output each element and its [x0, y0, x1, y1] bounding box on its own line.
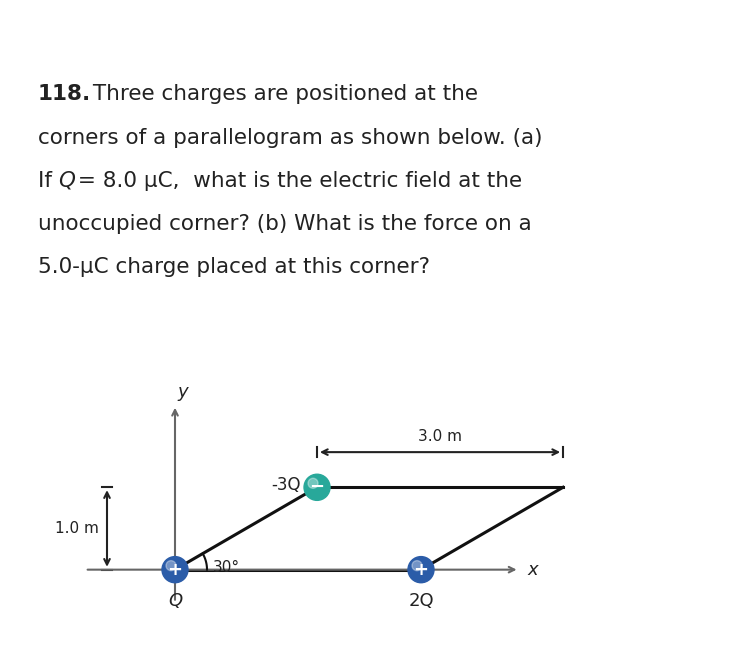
Text: 1.0 m: 1.0 m: [55, 521, 99, 536]
Text: y: y: [178, 382, 188, 401]
Text: = 8.0 μC,  what is the electric field at the: = 8.0 μC, what is the electric field at …: [71, 171, 522, 191]
Text: Three charges are positioned at the: Three charges are positioned at the: [86, 84, 478, 104]
Text: Q: Q: [58, 171, 75, 191]
Text: x: x: [528, 561, 538, 579]
Circle shape: [412, 561, 422, 571]
Text: −: −: [309, 479, 325, 496]
Text: 3.0 m: 3.0 m: [418, 429, 462, 444]
Circle shape: [166, 561, 176, 571]
Circle shape: [162, 557, 188, 582]
Text: corners of a parallelogram as shown below. (a): corners of a parallelogram as shown belo…: [38, 128, 542, 148]
Text: 30°: 30°: [213, 560, 240, 575]
Text: +: +: [413, 561, 428, 579]
Text: +: +: [167, 561, 182, 579]
Circle shape: [308, 478, 318, 488]
Text: If: If: [38, 171, 59, 191]
Text: 2Q: 2Q: [408, 591, 434, 610]
Text: unoccupied corner? (b) What is the force on a: unoccupied corner? (b) What is the force…: [38, 214, 532, 234]
Text: 118.: 118.: [38, 84, 91, 104]
Circle shape: [304, 474, 330, 501]
Circle shape: [408, 557, 434, 582]
Text: Q: Q: [168, 591, 182, 610]
Text: 5.0-μC charge placed at this corner?: 5.0-μC charge placed at this corner?: [38, 257, 430, 277]
Text: -3Q: -3Q: [272, 476, 301, 494]
